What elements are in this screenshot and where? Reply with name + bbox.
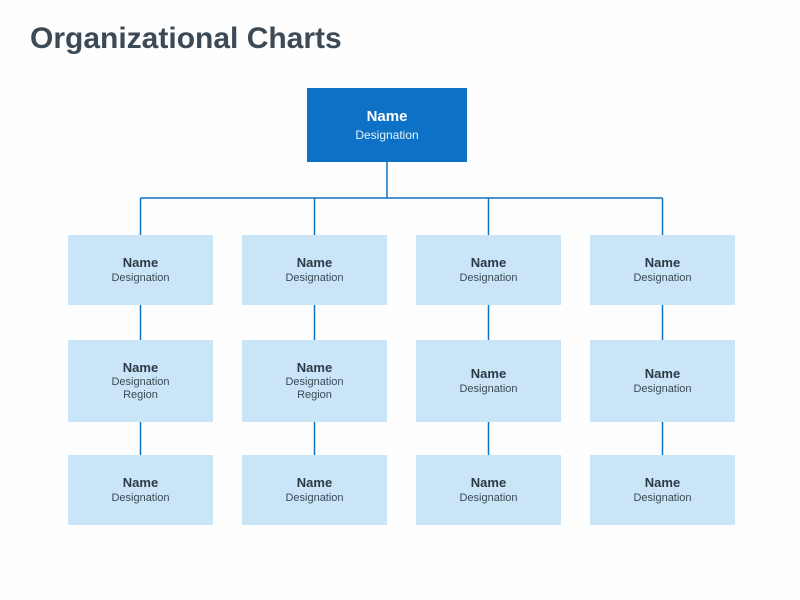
node-designation: Designation <box>355 128 418 142</box>
org-node-c1-r1: NameDesignationRegion <box>242 340 387 422</box>
node-name: Name <box>123 360 158 376</box>
node-name: Name <box>297 360 332 376</box>
org-node-root: Name Designation <box>307 88 467 162</box>
node-designation: Designation <box>111 492 169 505</box>
node-name: Name <box>367 108 408 126</box>
page-title: Organizational Charts <box>30 22 342 56</box>
org-node-c1-r0: NameDesignation <box>242 235 387 305</box>
node-designation: Designation <box>633 492 691 505</box>
node-designation: Designation <box>459 492 517 505</box>
node-designation: Designation <box>633 272 691 285</box>
node-region: Region <box>297 389 332 402</box>
node-designation: Designation <box>285 272 343 285</box>
node-designation: Designation <box>459 272 517 285</box>
node-designation: Designation <box>459 383 517 396</box>
org-node-c1-r2: NameDesignation <box>242 455 387 525</box>
node-designation: Designation <box>111 272 169 285</box>
node-designation: Designation <box>285 492 343 505</box>
node-name: Name <box>645 475 680 491</box>
org-node-c3-r2: NameDesignation <box>590 455 735 525</box>
node-name: Name <box>645 366 680 382</box>
node-name: Name <box>297 255 332 271</box>
node-designation: Designation <box>285 376 343 389</box>
org-node-c2-r2: NameDesignation <box>416 455 561 525</box>
node-region: Region <box>123 389 158 402</box>
node-designation: Designation <box>111 376 169 389</box>
org-node-c0-r2: NameDesignation <box>68 455 213 525</box>
org-node-c0-r0: NameDesignation <box>68 235 213 305</box>
org-node-c2-r1: NameDesignation <box>416 340 561 422</box>
node-name: Name <box>123 255 158 271</box>
org-node-c3-r0: NameDesignation <box>590 235 735 305</box>
node-name: Name <box>123 475 158 491</box>
node-name: Name <box>471 366 506 382</box>
org-node-c3-r1: NameDesignation <box>590 340 735 422</box>
org-node-c0-r1: NameDesignationRegion <box>68 340 213 422</box>
node-name: Name <box>471 255 506 271</box>
node-designation: Designation <box>633 383 691 396</box>
node-name: Name <box>297 475 332 491</box>
node-name: Name <box>471 475 506 491</box>
node-name: Name <box>645 255 680 271</box>
org-node-c2-r0: NameDesignation <box>416 235 561 305</box>
